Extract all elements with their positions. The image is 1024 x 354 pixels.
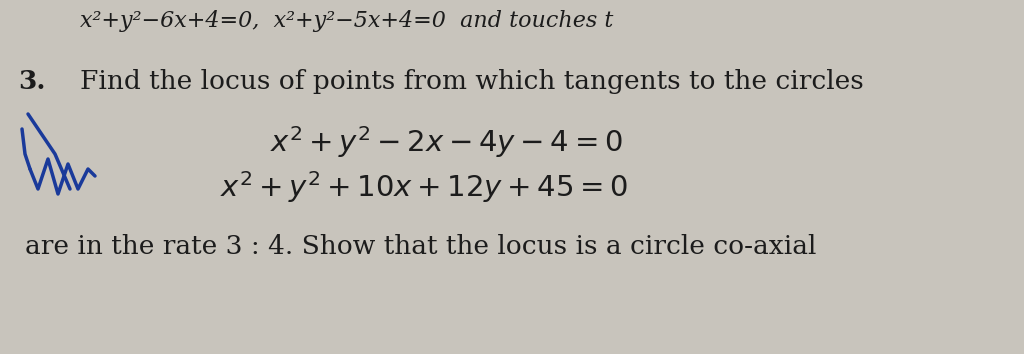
Text: x²+y²−6x+4=0,  x²+y²−5x+4=0  and touches t: x²+y²−6x+4=0, x²+y²−5x+4=0 and touches t [80, 10, 613, 32]
Text: $x^2+y^2+10x+12y+45=0$: $x^2+y^2+10x+12y+45=0$ [220, 169, 629, 205]
Text: are in the rate 3 : 4. Show that the locus is a circle co-axial: are in the rate 3 : 4. Show that the loc… [25, 234, 816, 259]
Text: Find the locus of points from which tangents to the circles: Find the locus of points from which tang… [80, 69, 864, 94]
Text: 3.: 3. [18, 69, 45, 94]
Text: $x^2+y^2-2x-4y-4=0$: $x^2+y^2-2x-4y-4=0$ [270, 124, 623, 160]
